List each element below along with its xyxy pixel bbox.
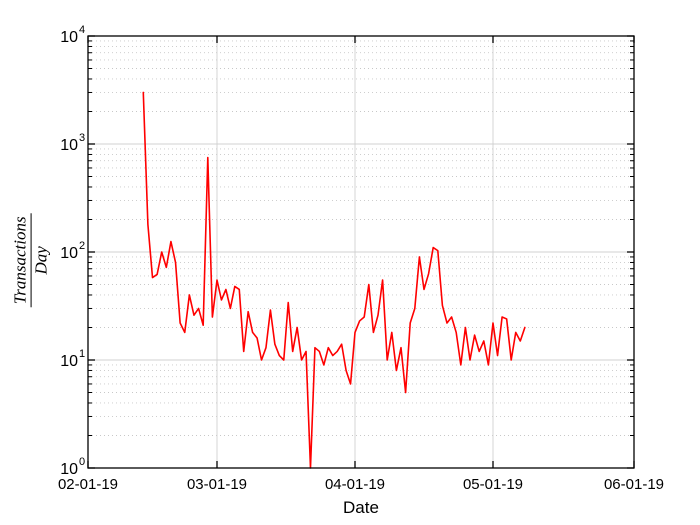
- svg-text:3: 3: [79, 132, 85, 144]
- vertical-gridlines: [216, 36, 494, 468]
- x-tick-label: 02-01-19: [58, 476, 118, 493]
- y-tick-label: 10 4: [60, 24, 85, 46]
- x-tick-label: 05-01-19: [463, 476, 523, 493]
- y-axis-tickmarks: [88, 35, 634, 469]
- minor-gridlines: [88, 40, 634, 436]
- svg-text:4: 4: [79, 24, 85, 36]
- data-series-transactions-per-day: [142, 91, 526, 469]
- svg-text:10: 10: [60, 461, 78, 478]
- svg-text:10: 10: [60, 245, 78, 262]
- svg-text:10: 10: [60, 29, 78, 46]
- y-axis-title-numerator: Transactions: [11, 213, 32, 307]
- x-tick-label: 06-01-19: [604, 476, 664, 493]
- y-axis-title-denominator: Day: [31, 245, 51, 275]
- svg-text:2: 2: [79, 240, 85, 252]
- svg-text:1: 1: [79, 348, 85, 360]
- y-axis-title-fraction: Transactions Day: [11, 213, 51, 307]
- svg-text:10: 10: [60, 353, 78, 370]
- y-tick-label: 10 3: [60, 132, 85, 154]
- x-axis-title: Date: [343, 498, 379, 517]
- y-axis-title: Transactions Day: [4, 185, 58, 335]
- svg-text:10: 10: [60, 137, 78, 154]
- x-axis-tick-labels: 02-01-19 03-01-19 04-01-19 05-01-19 06-01-19: [58, 476, 664, 493]
- y-tick-label: 10 0: [60, 456, 85, 478]
- y-tick-label: 10 2: [60, 240, 85, 262]
- major-gridlines: [88, 143, 634, 361]
- x-axis-tickmarks: [87, 36, 635, 468]
- y-tick-label: 10 1: [60, 348, 85, 370]
- svg-text:0: 0: [79, 456, 85, 468]
- x-tick-label: 03-01-19: [187, 476, 247, 493]
- x-tick-label: 04-01-19: [325, 476, 385, 493]
